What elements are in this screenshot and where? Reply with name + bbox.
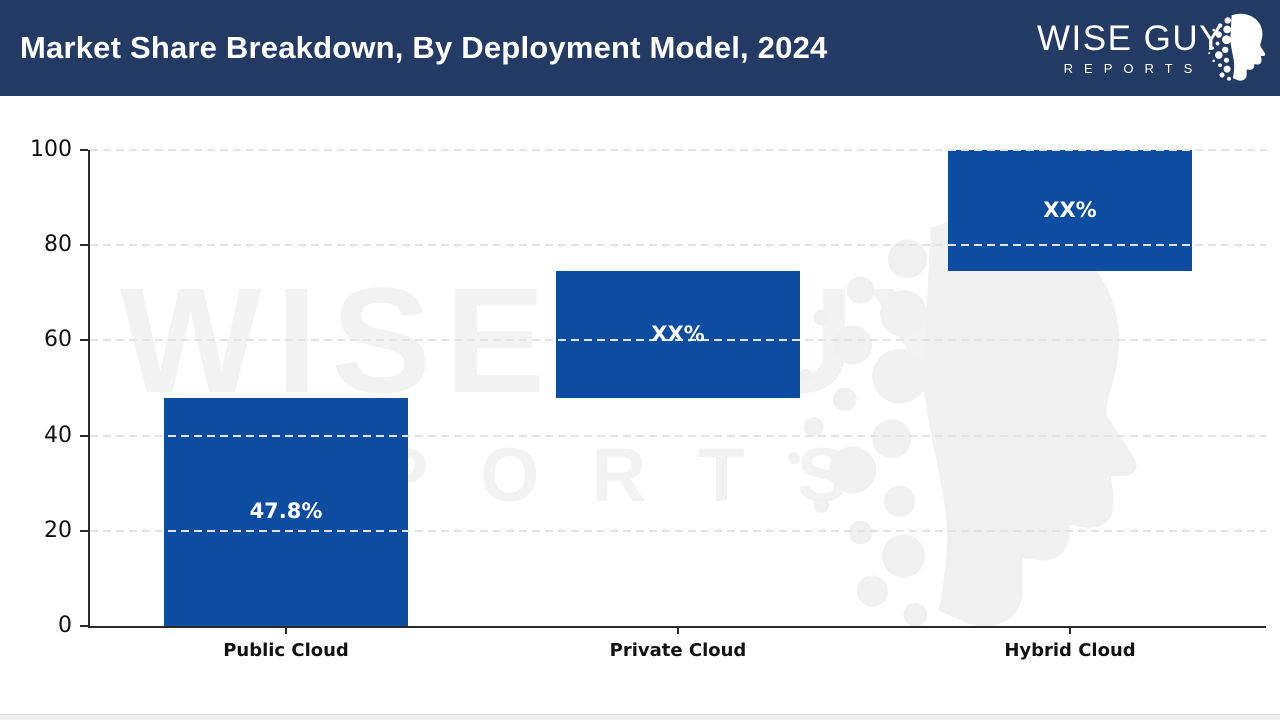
y-axis-tick — [80, 625, 88, 627]
bar-value-label: XX% — [1043, 197, 1097, 222]
x-axis-tick — [285, 626, 287, 634]
y-axis-tick-label: 60 — [44, 327, 72, 353]
gridline — [90, 149, 1266, 151]
x-category-label: Hybrid Cloud — [1004, 640, 1136, 661]
y-axis-tick — [80, 529, 88, 532]
footer-strip — [0, 714, 1280, 720]
bar-value-label: XX% — [651, 321, 705, 346]
bar-segment — [948, 150, 1192, 272]
wise-guy-reports-logo: WISE GUY REPORTS — [1037, 12, 1280, 84]
bar-segment — [556, 271, 800, 399]
header-bar: Market Share Breakdown, By Deployment Mo… — [0, 0, 1280, 96]
x-axis-tick — [1069, 626, 1071, 634]
y-axis-tick-label: 20 — [44, 517, 72, 543]
y-axis-tick — [80, 244, 88, 247]
logo-text: WISE GUY REPORTS — [1037, 21, 1224, 76]
y-axis-tick — [80, 434, 88, 437]
page-title: Market Share Breakdown, By Deployment Mo… — [20, 30, 828, 65]
bar-value-label: 47.8% — [249, 499, 323, 524]
y-axis-tick-label: 100 — [30, 137, 72, 162]
dotted-head-profile-icon — [1206, 12, 1270, 84]
x-category-label: Public Cloud — [223, 640, 349, 661]
y-axis-tick — [80, 149, 88, 151]
y-axis-tick-label: 40 — [44, 422, 72, 448]
logo-secondary-text: REPORTS — [1063, 60, 1204, 76]
x-axis-tick — [677, 626, 679, 634]
gridline — [90, 529, 1266, 532]
gridline — [90, 339, 1266, 342]
logo-primary-text: WISE GUY — [1036, 18, 1224, 58]
gridline — [90, 244, 1266, 247]
y-axis-tick-label: 0 — [58, 613, 72, 638]
y-axis-tick — [80, 339, 88, 342]
x-category-label: Private Cloud — [609, 640, 747, 661]
chart-plot-area: 0 20 40 60 80 100 47.8% Public Cloud XX% Private … — [30, 139, 1266, 661]
gridline — [90, 434, 1266, 437]
y-axis-tick-label: 80 — [44, 232, 72, 258]
